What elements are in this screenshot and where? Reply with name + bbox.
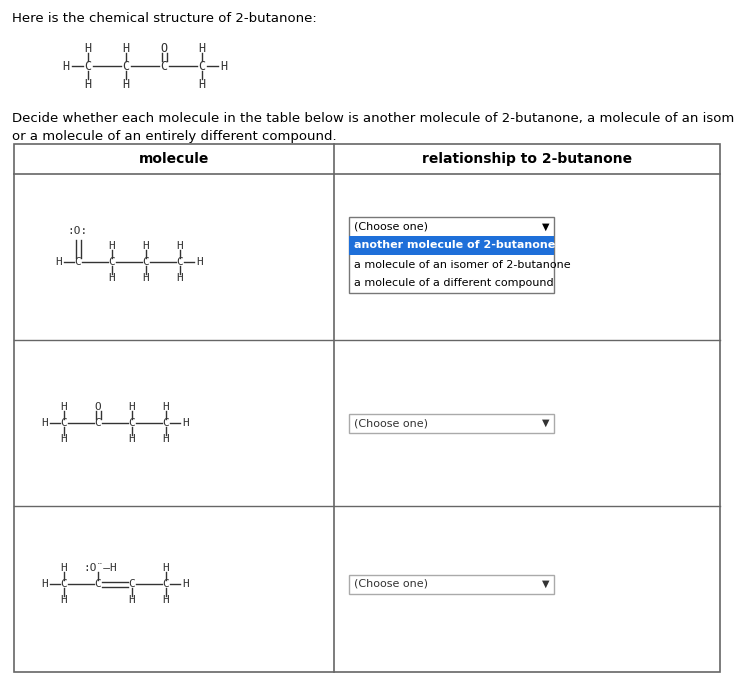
Text: H: H [128,434,135,444]
Text: C: C [198,60,206,73]
Text: H: H [142,273,150,283]
Text: H: H [61,402,68,412]
Text: H: H [197,257,203,267]
Text: C: C [123,60,130,73]
Text: C: C [84,60,92,73]
Bar [349,575,554,594]
Text: H: H [182,579,189,589]
Text: H: H [198,42,206,55]
Text: H: H [55,257,62,267]
Text: H: H [41,579,48,589]
Text: H: H [163,434,170,444]
Text: H: H [182,418,189,428]
Text: molecule: molecule [139,152,209,166]
Text: (Choose one): (Choose one) [354,222,428,231]
Text: H: H [41,418,48,428]
Text: H: H [142,241,150,251]
Text: C: C [163,579,170,589]
Text: :O:: :O: [68,226,88,236]
Text: H: H [163,563,170,573]
Text: :Ö—H: :Ö—H [83,563,117,573]
Text: a molecule of a different compound: a molecule of a different compound [354,278,553,289]
Text: H: H [128,595,135,605]
Text: H: H [198,77,206,90]
Bar [349,414,554,432]
Text: C: C [163,418,170,428]
Bar [349,236,554,255]
Text: C: C [177,257,184,267]
Bar [349,217,554,293]
Text: H: H [163,595,170,605]
Text: (Choose one): (Choose one) [354,579,428,589]
Text: H: H [128,402,135,412]
Text: Decide whether each molecule in the table below is another molecule of 2-butanon: Decide whether each molecule in the tabl… [12,112,734,143]
Text: O: O [161,42,167,55]
Text: H: H [123,77,130,90]
Text: H: H [84,77,92,90]
Text: C: C [61,418,68,428]
Text: ▼: ▼ [542,222,550,231]
Text: C: C [95,579,101,589]
Text: another molecule of 2-butanone: another molecule of 2-butanone [354,241,555,250]
Text: H: H [123,42,130,55]
Text: C: C [95,418,101,428]
Text: H: H [84,42,92,55]
Text: H: H [163,402,170,412]
Text: H: H [109,273,115,283]
Text: C: C [128,418,135,428]
Text: ▼: ▼ [542,418,550,428]
Text: C: C [61,579,68,589]
Text: H: H [109,241,115,251]
Text: O: O [95,402,101,412]
Text: H: H [177,273,184,283]
Text: Here is the chemical structure of 2-butanone:: Here is the chemical structure of 2-buta… [12,12,317,25]
Text: H: H [61,563,68,573]
Bar [14,144,720,672]
Text: (Choose one): (Choose one) [354,418,428,428]
Text: relationship to 2-butanone: relationship to 2-butanone [422,152,632,166]
Text: C: C [142,257,150,267]
Text: ▼: ▼ [542,579,550,589]
Text: a molecule of an isomer of 2-butanone: a molecule of an isomer of 2-butanone [354,259,570,269]
Text: H: H [61,434,68,444]
Text: H: H [61,595,68,605]
Text: H: H [62,60,70,73]
Text: C: C [161,60,167,73]
Text: H: H [177,241,184,251]
Text: H: H [220,60,228,73]
Text: C: C [75,257,81,267]
Text: C: C [128,579,135,589]
Text: C: C [109,257,115,267]
